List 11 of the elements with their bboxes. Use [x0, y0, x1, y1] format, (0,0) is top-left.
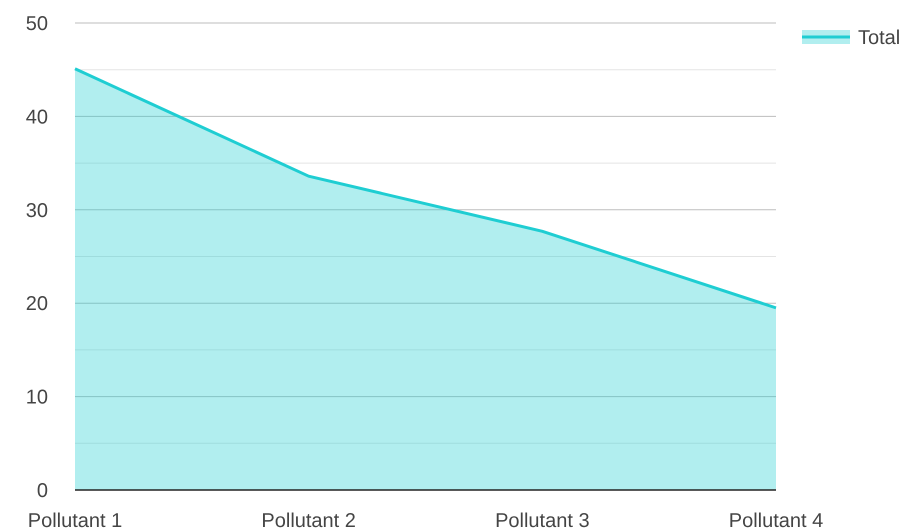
x-tick-label: Pollutant 1: [28, 510, 122, 531]
x-tick-label: Pollutant 3: [495, 510, 590, 531]
x-tick-label: Pollutant 4: [728, 510, 824, 531]
y-tick-label: 20: [26, 293, 48, 316]
x-tick-label: Pollutant 2: [261, 510, 356, 531]
legend-label: Total: [858, 27, 900, 49]
y-tick-label: 50: [26, 13, 48, 35]
y-tick-label: 10: [26, 386, 48, 409]
y-tick-label: 30: [26, 200, 48, 222]
y-tick-label: 0: [36, 480, 48, 502]
y-tick-label: 40: [26, 106, 48, 128]
